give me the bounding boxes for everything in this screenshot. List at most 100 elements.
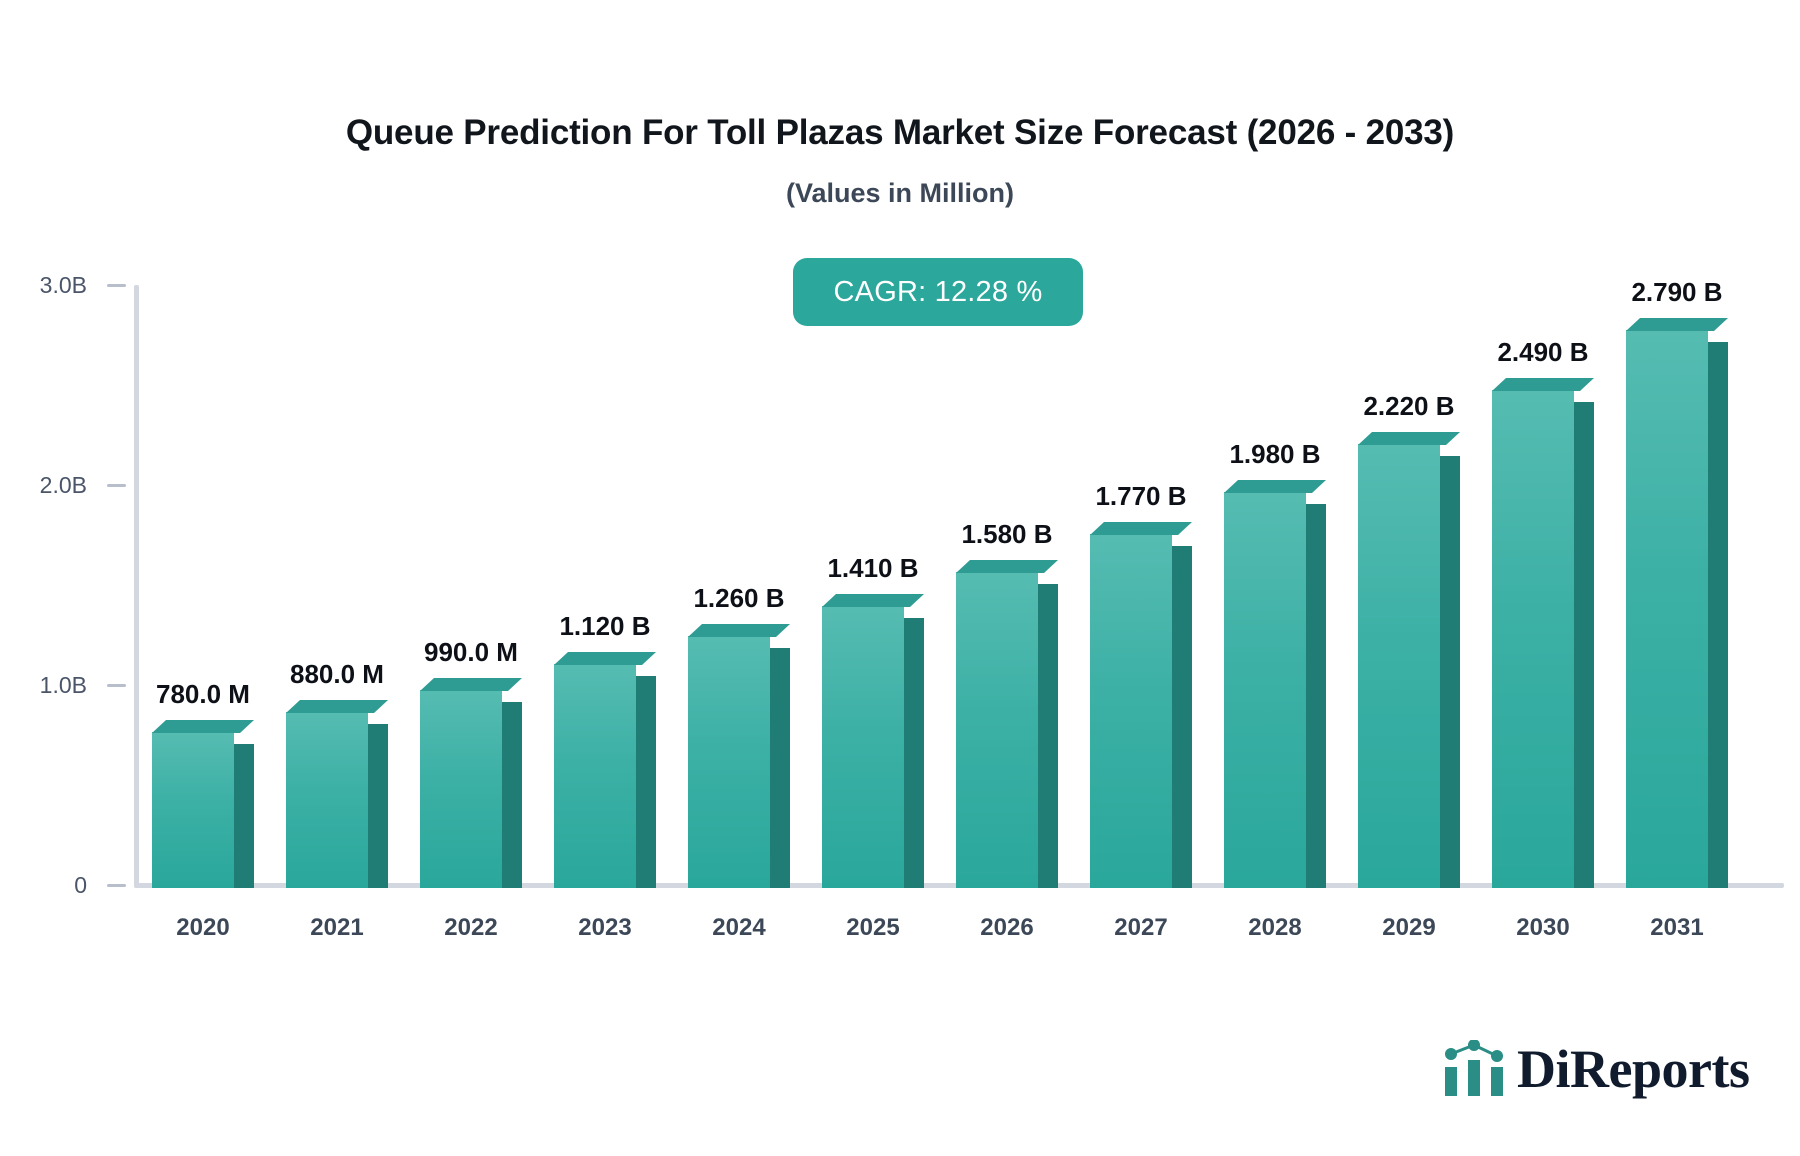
bar-top-face (1492, 378, 1594, 391)
bar-side-face (1440, 456, 1460, 888)
bar-top-face (1358, 432, 1460, 445)
bar-side-face (1708, 342, 1728, 888)
bar-front-face (688, 636, 770, 888)
bar-value-label: 2.790 B (1631, 277, 1723, 307)
bar-value-label: 1.260 B (693, 583, 785, 613)
bar-side-face (1038, 584, 1058, 888)
bar-front-face (1358, 444, 1440, 888)
bar[interactable]: 880.0 M (286, 659, 388, 888)
y-axis-tick: 2.0B (0, 472, 126, 498)
bar-top-face-shape (1626, 318, 1728, 331)
bar-side-face (1574, 402, 1594, 888)
bar[interactable]: 1.260 B (688, 583, 790, 888)
y-axis-tick-mark (107, 883, 126, 887)
y-axis-tick-mark (107, 683, 126, 687)
y-axis-tick-label: 0 (74, 871, 87, 898)
bar[interactable]: 780.0 M (152, 679, 254, 888)
bar-top-face (554, 652, 656, 665)
bar-side-face (1306, 504, 1326, 888)
chart-subtitle: (Values in Million) (785, 177, 1015, 208)
bar-front-face (420, 690, 502, 888)
bar-front-face (554, 664, 636, 888)
bar-top-face (420, 678, 522, 691)
bar-value-label: 780.0 M (156, 679, 250, 709)
x-axis-tick-label: 2024 (712, 914, 766, 941)
chart-header: Queue Prediction For Toll Plazas Market … (0, 0, 1800, 208)
y-axis-tick-mark (107, 483, 126, 487)
x-axis-tick-label: 2031 (1650, 914, 1704, 941)
bar-top-face (822, 594, 924, 607)
bar[interactable]: 1.580 B (956, 519, 1058, 888)
bar-top-face (1626, 318, 1728, 331)
bar[interactable]: 1.120 B (554, 611, 656, 888)
y-axis-tick: 1.0B (0, 672, 126, 698)
bar-front-face (1492, 390, 1574, 888)
bar-side-face (234, 744, 254, 888)
bar[interactable]: 2.790 B (1626, 277, 1728, 888)
bar-value-label: 880.0 M (290, 659, 384, 689)
bar-top-face-shape (152, 720, 254, 733)
bar-front-face (956, 572, 1038, 888)
bar[interactable]: 990.0 M (420, 637, 522, 888)
y-axis-tick: 0 (0, 872, 126, 898)
bar-top-face-shape (1358, 432, 1460, 445)
bar-front-face (152, 732, 234, 888)
cagr-badge: CAGR: 12.28 % (793, 258, 1083, 326)
x-axis-tick-label: 2021 (310, 914, 364, 941)
bar-side-face (368, 724, 388, 888)
bar-top-face-shape (688, 624, 790, 637)
bar-top-face (152, 720, 254, 733)
logo-text: DiReports (1517, 1039, 1750, 1099)
bar-top-face (1090, 522, 1192, 535)
bar[interactable]: 1.410 B (822, 553, 924, 888)
x-axis-tick-label: 2030 (1516, 914, 1570, 941)
bar-side-face (770, 648, 790, 888)
bar-value-label: 2.220 B (1363, 391, 1455, 421)
bar-value-label: 990.0 M (424, 637, 518, 667)
bar-top-face-shape (420, 678, 522, 691)
bar-top-face (956, 560, 1058, 573)
bar-front-face (1626, 330, 1708, 888)
page-title: Queue Prediction For Toll Plazas Market … (345, 113, 1455, 152)
bar-side-face (636, 676, 656, 888)
x-axis-tick-label: 2026 (980, 914, 1034, 941)
bar-top-face-shape (286, 700, 388, 713)
bar-value-label: 1.980 B (1229, 439, 1321, 469)
x-axis-tick-label: 2027 (1114, 914, 1168, 941)
bar-value-label: 2.490 B (1497, 337, 1589, 367)
y-axis-tick-label: 3.0B (39, 271, 87, 298)
bar-front-face (822, 606, 904, 888)
x-axis-tick-label: 2028 (1248, 914, 1302, 941)
y-axis-line (134, 285, 139, 888)
x-axis-tick-label: 2029 (1382, 914, 1436, 941)
x-axis-tick-label: 2023 (578, 914, 632, 941)
bar-top-face-shape (1224, 480, 1326, 493)
bar-top-face-shape (1492, 378, 1594, 391)
bar-top-face-shape (1090, 522, 1192, 535)
bar-top-face (688, 624, 790, 637)
bar-front-face (1090, 534, 1172, 888)
bar-side-face (1172, 546, 1192, 888)
bar-side-face (502, 702, 522, 888)
bar-top-face-shape (956, 560, 1058, 573)
bar-top-face (1224, 480, 1326, 493)
x-axis-tick-label: 2022 (444, 914, 498, 941)
bar-top-face-shape (554, 652, 656, 665)
bar-value-label: 1.580 B (961, 519, 1053, 549)
y-axis-tick-label: 2.0B (39, 471, 87, 498)
bar-front-face (286, 712, 368, 888)
bar[interactable]: 2.490 B (1492, 337, 1594, 888)
x-axis-tick-label: 2020 (176, 914, 230, 941)
y-axis-tick-label: 1.0B (39, 671, 87, 698)
bar[interactable]: 1.980 B (1224, 439, 1326, 888)
bar-chart-logo-icon (1445, 1040, 1503, 1096)
bar-front-face (1224, 492, 1306, 888)
bar[interactable]: 2.220 B (1358, 391, 1460, 888)
bar[interactable]: 1.770 B (1090, 481, 1192, 888)
y-axis-tick-mark (107, 283, 126, 287)
bar-side-face (904, 618, 924, 888)
bar-top-face-shape (822, 594, 924, 607)
direports-logo: DiReports (1443, 1039, 1750, 1099)
bar-value-label: 1.120 B (559, 611, 651, 641)
